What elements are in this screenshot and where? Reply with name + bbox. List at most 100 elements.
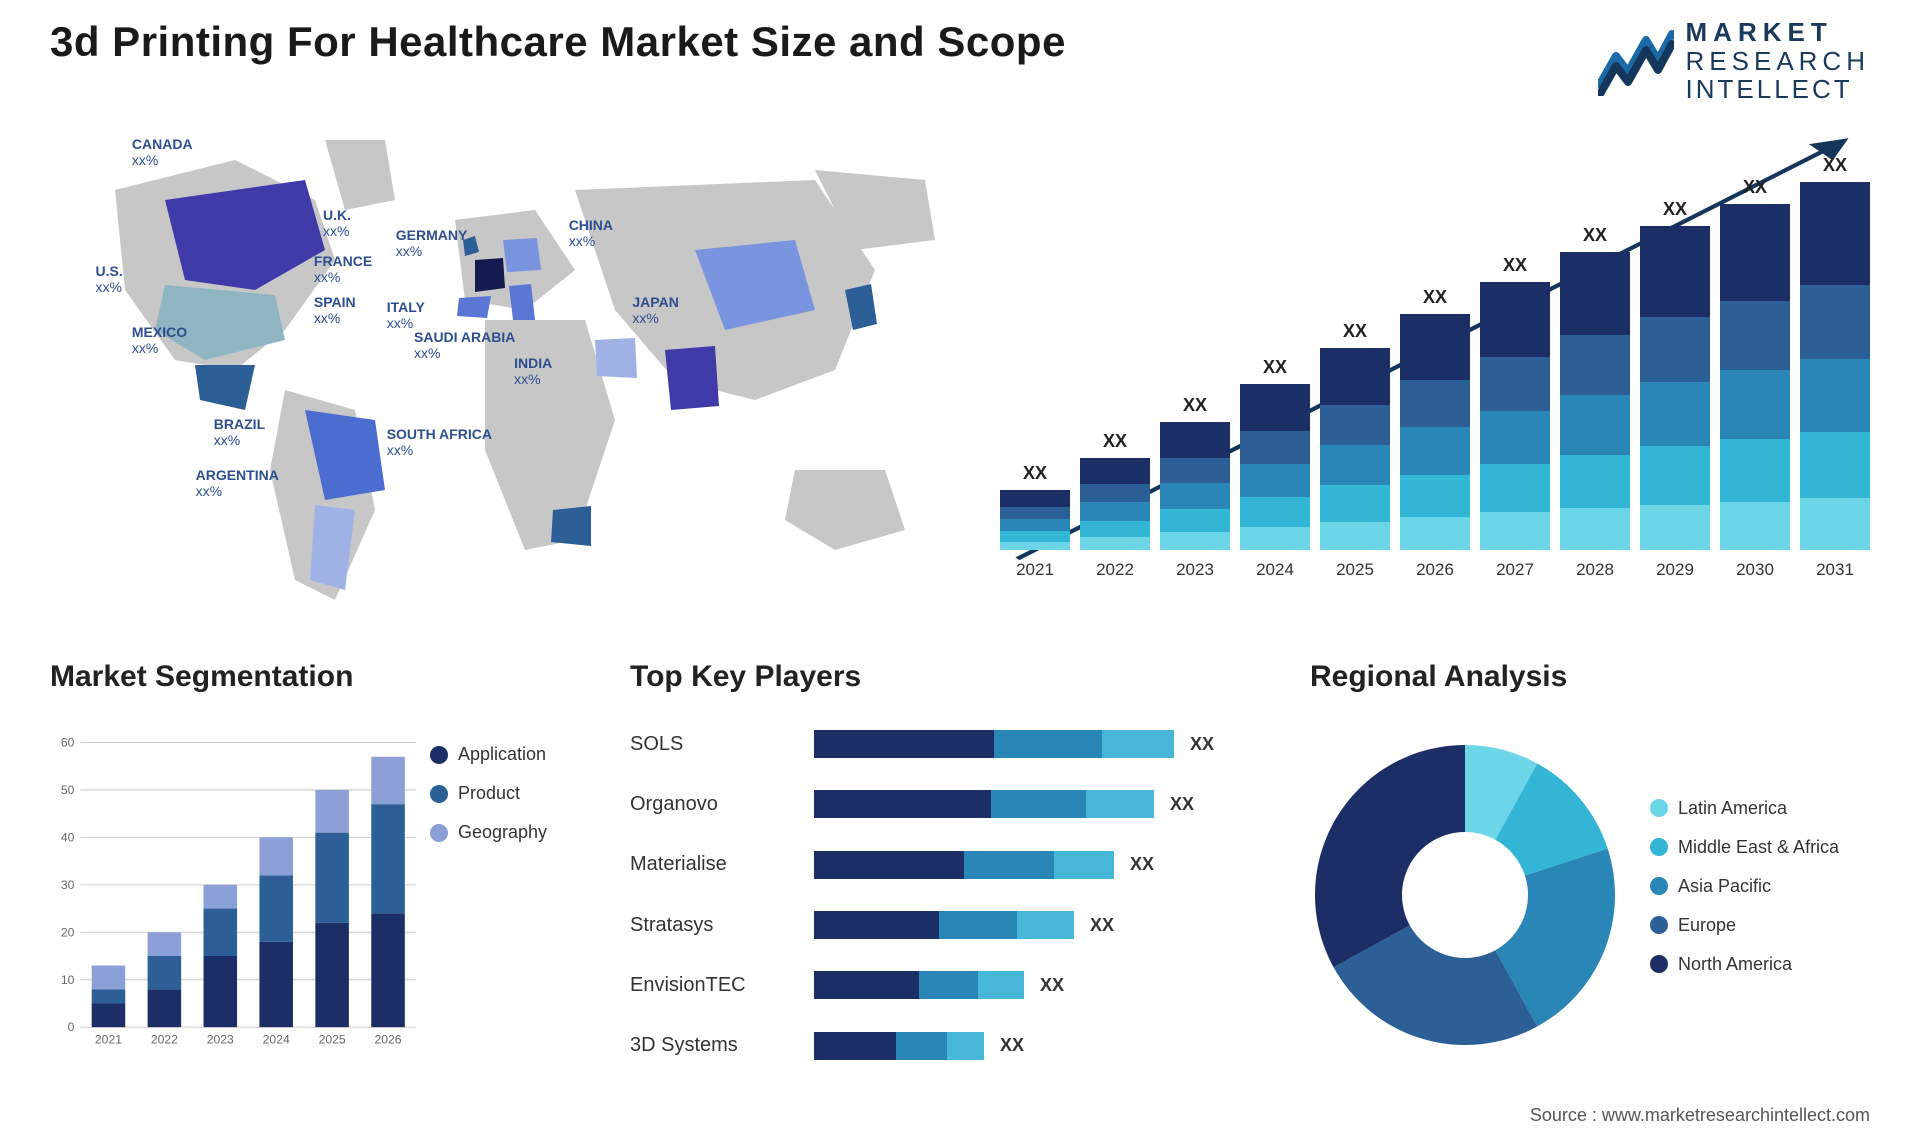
growth-value-label: XX	[1583, 225, 1607, 246]
svg-text:2026: 2026	[374, 1032, 401, 1046]
legend-swatch	[1650, 955, 1668, 973]
legend-item: Europe	[1650, 915, 1870, 936]
legend-label: Middle East & Africa	[1678, 837, 1839, 858]
map-country-label: U.S.xx%	[96, 263, 123, 295]
source-attribution: Source : www.marketresearchintellect.com	[1530, 1105, 1870, 1126]
growth-value-label: XX	[1503, 255, 1527, 276]
player-bar-row: XX	[814, 911, 1270, 939]
growth-bar: XX 2025	[1320, 321, 1390, 580]
growth-value-label: XX	[1023, 463, 1047, 484]
player-value-label: XX	[1090, 915, 1114, 936]
legend-label: North America	[1678, 954, 1792, 975]
segmentation-title: Market Segmentation	[50, 660, 590, 694]
player-value-label: XX	[1170, 794, 1194, 815]
players-title: Top Key Players	[630, 660, 1270, 694]
legend-label: Application	[458, 744, 546, 765]
player-value-label: XX	[1040, 975, 1064, 996]
map-country-label: CANADAxx%	[132, 136, 193, 168]
legend-item: Product	[430, 783, 590, 804]
growth-value-label: XX	[1343, 321, 1367, 342]
map-country-label: ITALYxx%	[387, 299, 425, 331]
svg-text:50: 50	[61, 783, 75, 797]
player-bar-row: XX	[814, 851, 1270, 879]
growth-value-label: XX	[1183, 395, 1207, 416]
growth-year-label: 2029	[1656, 560, 1694, 580]
legend-swatch	[1650, 877, 1668, 895]
players-names: SOLSOrganovoMaterialiseStratasysEnvision…	[630, 714, 790, 1076]
segmentation-legend: Application Product Geography	[430, 714, 590, 1076]
growth-value-label: XX	[1823, 155, 1847, 176]
growth-value-label: XX	[1423, 287, 1447, 308]
player-value-label: XX	[1000, 1035, 1024, 1056]
legend-swatch	[1650, 916, 1668, 934]
map-country-label: MEXICOxx%	[132, 324, 187, 356]
svg-text:2022: 2022	[151, 1032, 178, 1046]
svg-text:2021: 2021	[95, 1032, 122, 1046]
player-value-label: XX	[1130, 854, 1154, 875]
players-bars: XX XX XX XX XX XX	[814, 714, 1270, 1076]
legend-swatch	[1650, 838, 1668, 856]
growth-value-label: XX	[1103, 431, 1127, 452]
legend-item: Geography	[430, 822, 590, 843]
svg-text:30: 30	[61, 878, 75, 892]
svg-text:40: 40	[61, 830, 75, 844]
player-name: 3D Systems	[630, 1034, 790, 1057]
map-country-label: GERMANYxx%	[396, 227, 468, 259]
player-bar-row: XX	[814, 730, 1270, 758]
players-panel: Top Key Players SOLSOrganovoMaterialiseS…	[630, 660, 1270, 1076]
map-country-label: ARGENTINAxx%	[196, 467, 279, 499]
svg-text:0: 0	[68, 1020, 75, 1034]
logo-text-3: INTELLECT	[1686, 75, 1870, 104]
svg-text:2025: 2025	[319, 1032, 346, 1046]
legend-label: Latin America	[1678, 798, 1787, 819]
growth-value-label: XX	[1263, 357, 1287, 378]
segmentation-chart: 0102030405060202120222023202420252026	[50, 714, 416, 1076]
growth-year-label: 2025	[1336, 560, 1374, 580]
logo-text-2: RESEARCH	[1686, 47, 1870, 76]
legend-swatch	[1650, 799, 1668, 817]
map-country-label: BRAZILxx%	[214, 416, 265, 448]
regional-legend: Latin America Middle East & Africa Asia Pa…	[1650, 798, 1870, 993]
svg-text:2023: 2023	[207, 1032, 234, 1046]
growth-bar: XX2031	[1800, 155, 1870, 580]
regional-donut	[1310, 740, 1620, 1050]
player-name: EnvisionTEC	[630, 974, 790, 997]
legend-label: Europe	[1678, 915, 1736, 936]
growth-year-label: 2021	[1016, 560, 1054, 580]
player-bar-row: XX	[814, 790, 1270, 818]
logo-icon	[1598, 26, 1674, 96]
map-country-label: SPAINxx%	[314, 294, 356, 326]
map-country-label: U.K.xx%	[323, 207, 351, 239]
growth-year-label: 2022	[1096, 560, 1134, 580]
growth-bar: XX 2029	[1640, 199, 1710, 580]
player-bar-row: XX	[814, 971, 1270, 999]
growth-chart: XX2021XX2022XX2023XX2024XX2025XX2026XX20…	[1000, 110, 1870, 620]
regional-panel: Regional Analysis Latin America Middle Ea…	[1310, 660, 1870, 1076]
legend-item: Latin America	[1650, 798, 1870, 819]
map-country-label: CHINAxx%	[569, 217, 613, 249]
growth-year-label: 2030	[1736, 560, 1774, 580]
legend-item: Asia Pacific	[1650, 876, 1870, 897]
growth-value-label: XX	[1743, 177, 1767, 198]
legend-swatch	[430, 785, 448, 803]
logo-text-1: MARKET	[1686, 18, 1870, 47]
svg-text:20: 20	[61, 925, 75, 939]
growth-value-label: XX	[1663, 199, 1687, 220]
growth-bar: XX 2030	[1720, 177, 1790, 580]
logo: MARKET RESEARCH INTELLECT	[1598, 18, 1870, 104]
world-map: CANADAxx% U.S.xx% MEXICOxx% BRAZILxx% ARGENT…	[50, 110, 960, 620]
map-country-label: JAPANxx%	[632, 294, 678, 326]
regional-title: Regional Analysis	[1310, 660, 1870, 694]
growth-bar: XX 2026	[1400, 287, 1470, 580]
player-value-label: XX	[1190, 734, 1214, 755]
map-country-label: SOUTH AFRICAxx%	[387, 426, 492, 458]
growth-bar: XX 2021	[1000, 463, 1070, 580]
page-title: 3d Printing For Healthcare Market Size a…	[50, 18, 1066, 66]
growth-bar: XX2027	[1480, 255, 1550, 580]
legend-item: Middle East & Africa	[1650, 837, 1870, 858]
growth-year-label: 2026	[1416, 560, 1454, 580]
player-name: Organovo	[630, 793, 790, 816]
growth-year-label: 2023	[1176, 560, 1214, 580]
map-country-label: FRANCExx%	[314, 253, 372, 285]
player-name: Materialise	[630, 853, 790, 876]
